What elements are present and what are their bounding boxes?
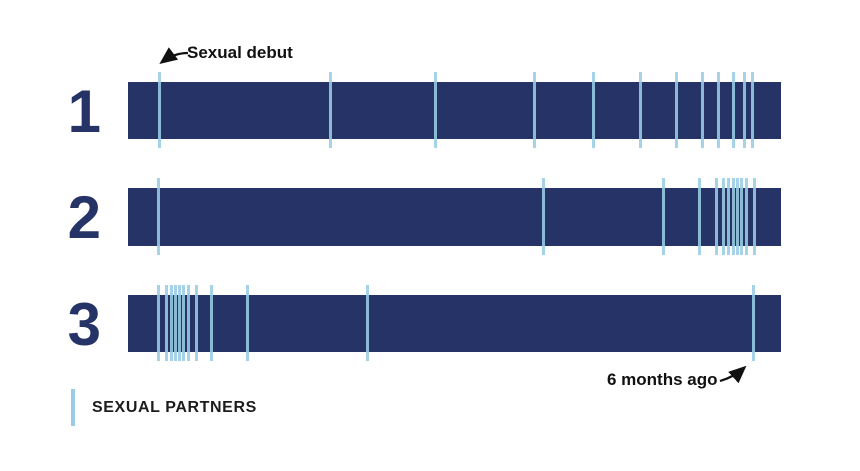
- partner-tick: [187, 285, 190, 361]
- partner-tick: [182, 285, 185, 361]
- row-number-label: 2: [67, 184, 101, 251]
- timeline-bar: [128, 72, 781, 148]
- partner-tick: [722, 178, 725, 255]
- row-number-label: 1: [67, 77, 101, 145]
- partner-tick: [701, 72, 704, 148]
- legend-partner-line-swatch: [71, 389, 75, 426]
- partner-tick: [639, 72, 642, 148]
- partner-tick: [732, 72, 735, 148]
- partner-tick: [736, 178, 739, 255]
- partner-tick: [662, 178, 665, 255]
- partner-tick: [195, 285, 198, 361]
- partner-tick: [751, 72, 754, 148]
- legend: SEXUAL PARTNERS: [71, 389, 257, 426]
- partner-tick: [542, 178, 545, 255]
- partner-tick: [210, 285, 213, 361]
- partner-tick: [743, 72, 746, 148]
- partner-tick: [157, 285, 160, 361]
- partner-tick: [717, 72, 720, 148]
- partner-tick: [698, 178, 701, 255]
- timeline-row: 1: [0, 72, 860, 148]
- six-months-ago-annotation: 6 months ago: [607, 370, 718, 389]
- partner-tick: [246, 285, 249, 361]
- sexual-debut-annotation: Sexual debut: [187, 43, 293, 62]
- timeline-row: 2: [0, 178, 860, 255]
- partner-tick: [753, 178, 756, 255]
- partner-tick: [170, 285, 173, 361]
- partner-tick: [715, 178, 718, 255]
- row-number-label: 3: [67, 290, 101, 358]
- partner-tick: [727, 178, 730, 255]
- partner-tick: [592, 72, 595, 148]
- partner-tick: [158, 72, 161, 148]
- partner-tick: [329, 72, 332, 148]
- sexual-debut-arrow-icon: [159, 47, 189, 64]
- timeline-row: 3: [0, 285, 860, 361]
- partner-tick: [157, 178, 160, 255]
- timeline-bar: [128, 285, 781, 361]
- partner-tick: [752, 285, 755, 361]
- partner-tick: [174, 285, 177, 361]
- partner-tick: [675, 72, 678, 148]
- six-months-ago-arrow-icon: [719, 365, 747, 384]
- partner-tick: [165, 285, 168, 361]
- partner-tick: [533, 72, 536, 148]
- timeline-bar: [128, 178, 781, 255]
- partner-tick: [178, 285, 181, 361]
- partner-tick: [740, 178, 743, 255]
- partner-tick: [434, 72, 437, 148]
- partner-tick: [732, 178, 735, 255]
- partner-tick: [366, 285, 369, 361]
- partner-tick: [745, 178, 748, 255]
- legend-label: SEXUAL PARTNERS: [92, 398, 257, 416]
